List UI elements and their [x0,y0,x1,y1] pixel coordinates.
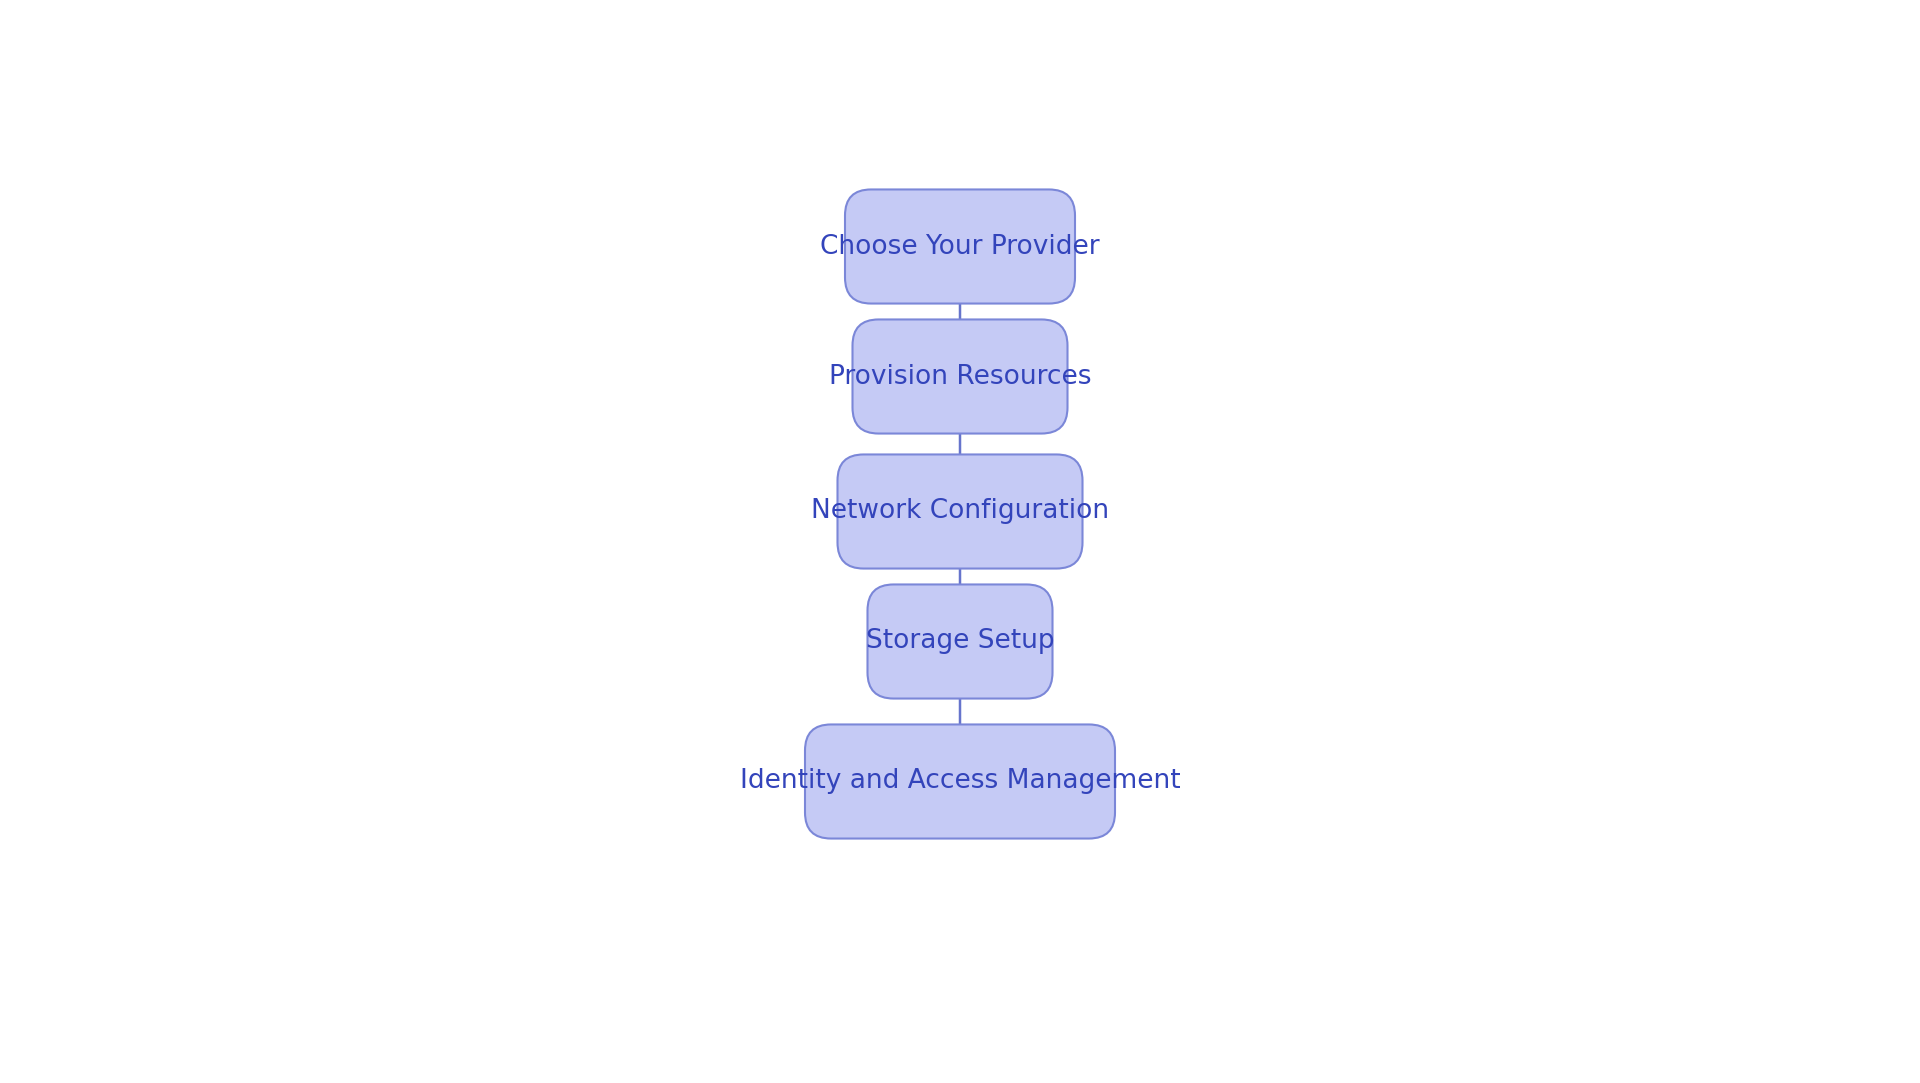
Text: Storage Setup: Storage Setup [866,628,1054,654]
FancyBboxPatch shape [837,455,1083,569]
Text: Choose Your Provider: Choose Your Provider [820,234,1100,260]
FancyBboxPatch shape [804,725,1116,838]
Text: Identity and Access Management: Identity and Access Management [739,769,1181,795]
FancyBboxPatch shape [845,190,1075,303]
Text: Network Configuration: Network Configuration [810,498,1110,524]
FancyBboxPatch shape [868,585,1052,699]
FancyBboxPatch shape [852,319,1068,433]
Text: Provision Resources: Provision Resources [829,364,1091,390]
